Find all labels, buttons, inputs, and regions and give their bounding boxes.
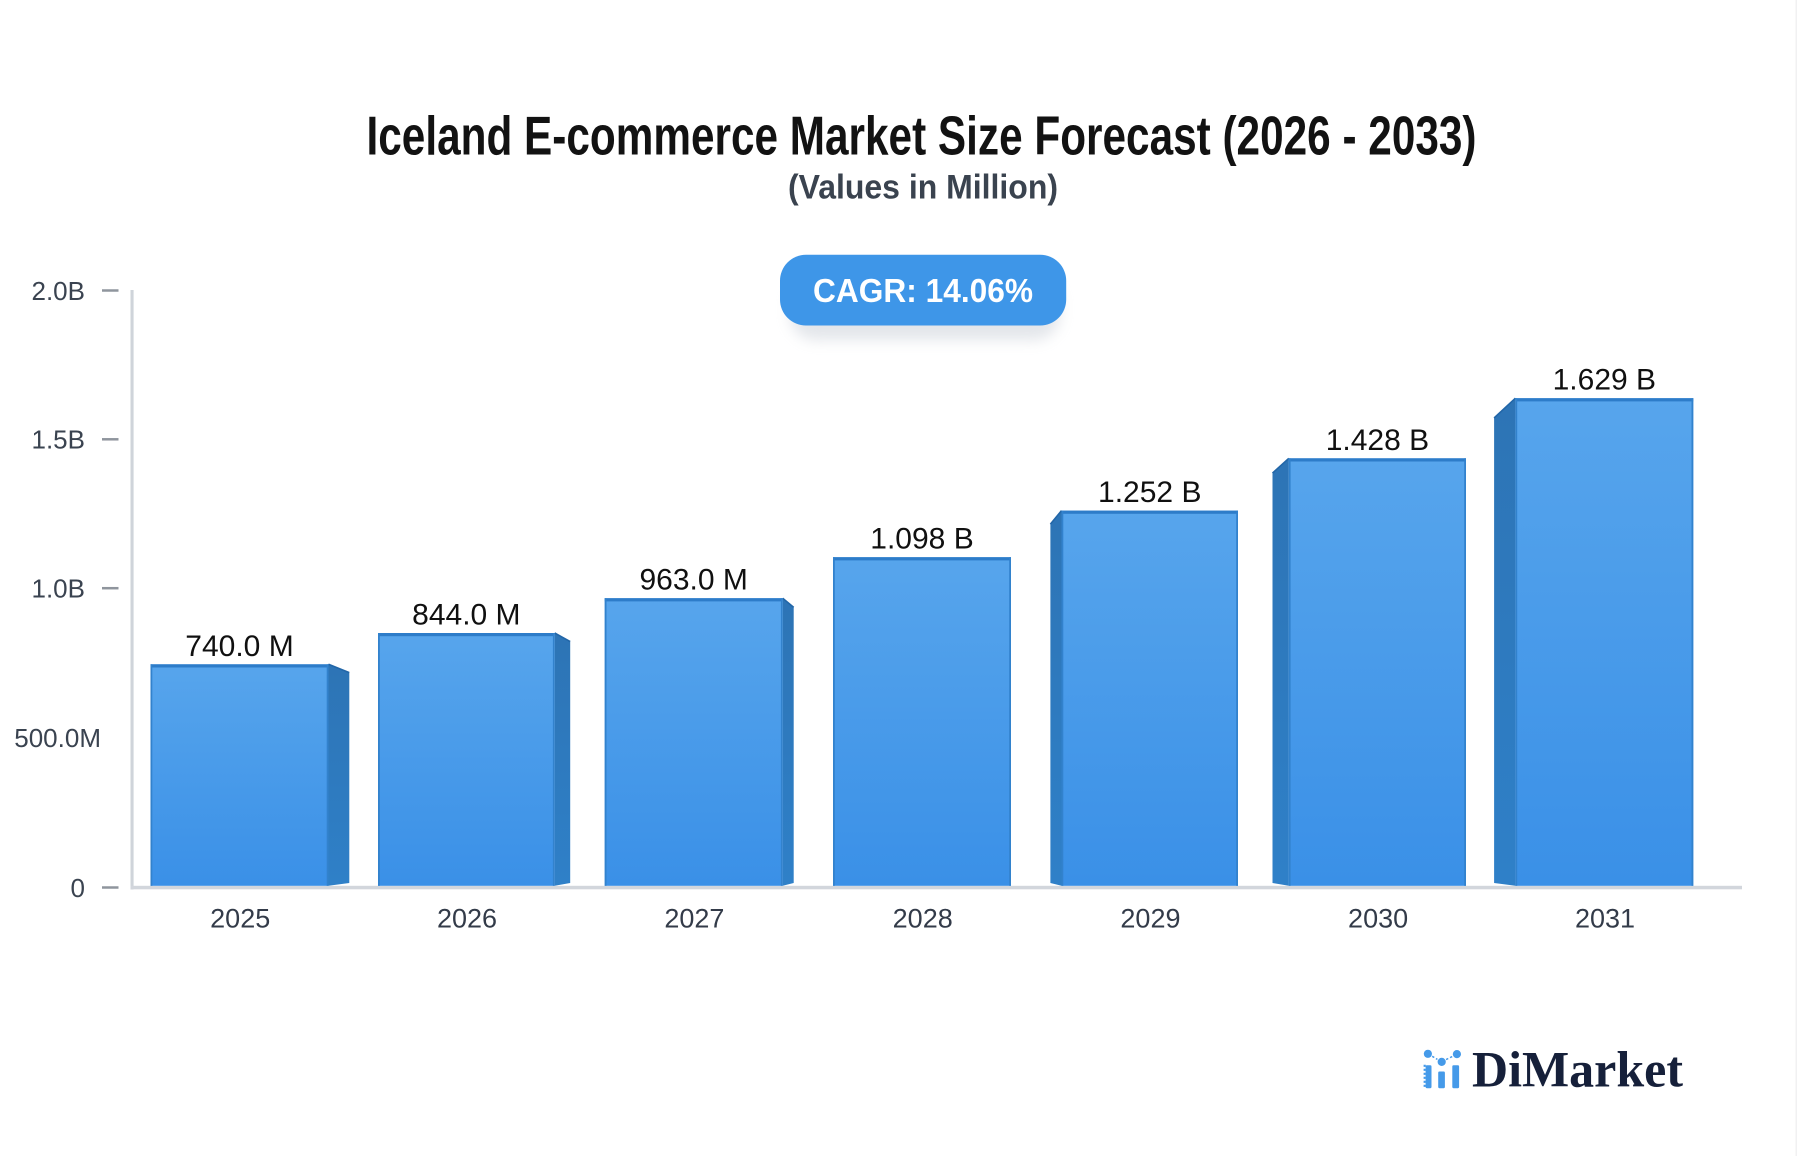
svg-text:740.0 M: 740.0 M [185, 630, 293, 663]
svg-text:2025: 2025 [210, 903, 270, 933]
svg-text:1.0B: 1.0B [32, 574, 86, 604]
svg-text:1.629 B: 1.629 B [1553, 364, 1656, 397]
svg-text:0: 0 [71, 873, 85, 903]
svg-text:1.428 B: 1.428 B [1326, 424, 1429, 457]
svg-text:500.0M: 500.0M [14, 723, 101, 753]
svg-text:2.0B: 2.0B [32, 276, 86, 306]
svg-text:2031: 2031 [1575, 903, 1635, 933]
svg-text:844.0 M: 844.0 M [412, 599, 520, 632]
svg-text:DiMarket: DiMarket [1472, 1042, 1683, 1098]
svg-text:2026: 2026 [437, 903, 497, 933]
svg-text:2028: 2028 [893, 903, 953, 933]
svg-text:963.0 M: 963.0 M [639, 564, 747, 597]
svg-text:Iceland E-commerce Market Size: Iceland E-commerce Market Size Forecast … [367, 105, 1477, 167]
svg-text:2029: 2029 [1120, 903, 1180, 933]
svg-text:1.098 B: 1.098 B [870, 523, 973, 556]
svg-text:(Values in Million): (Values in Million) [788, 169, 1058, 207]
svg-text:CAGR: 14.06%: CAGR: 14.06% [813, 273, 1033, 310]
svg-text:1.5B: 1.5B [32, 425, 86, 455]
svg-text:2030: 2030 [1348, 903, 1408, 933]
svg-text:2027: 2027 [664, 903, 724, 933]
svg-text:1.252 B: 1.252 B [1098, 476, 1201, 509]
